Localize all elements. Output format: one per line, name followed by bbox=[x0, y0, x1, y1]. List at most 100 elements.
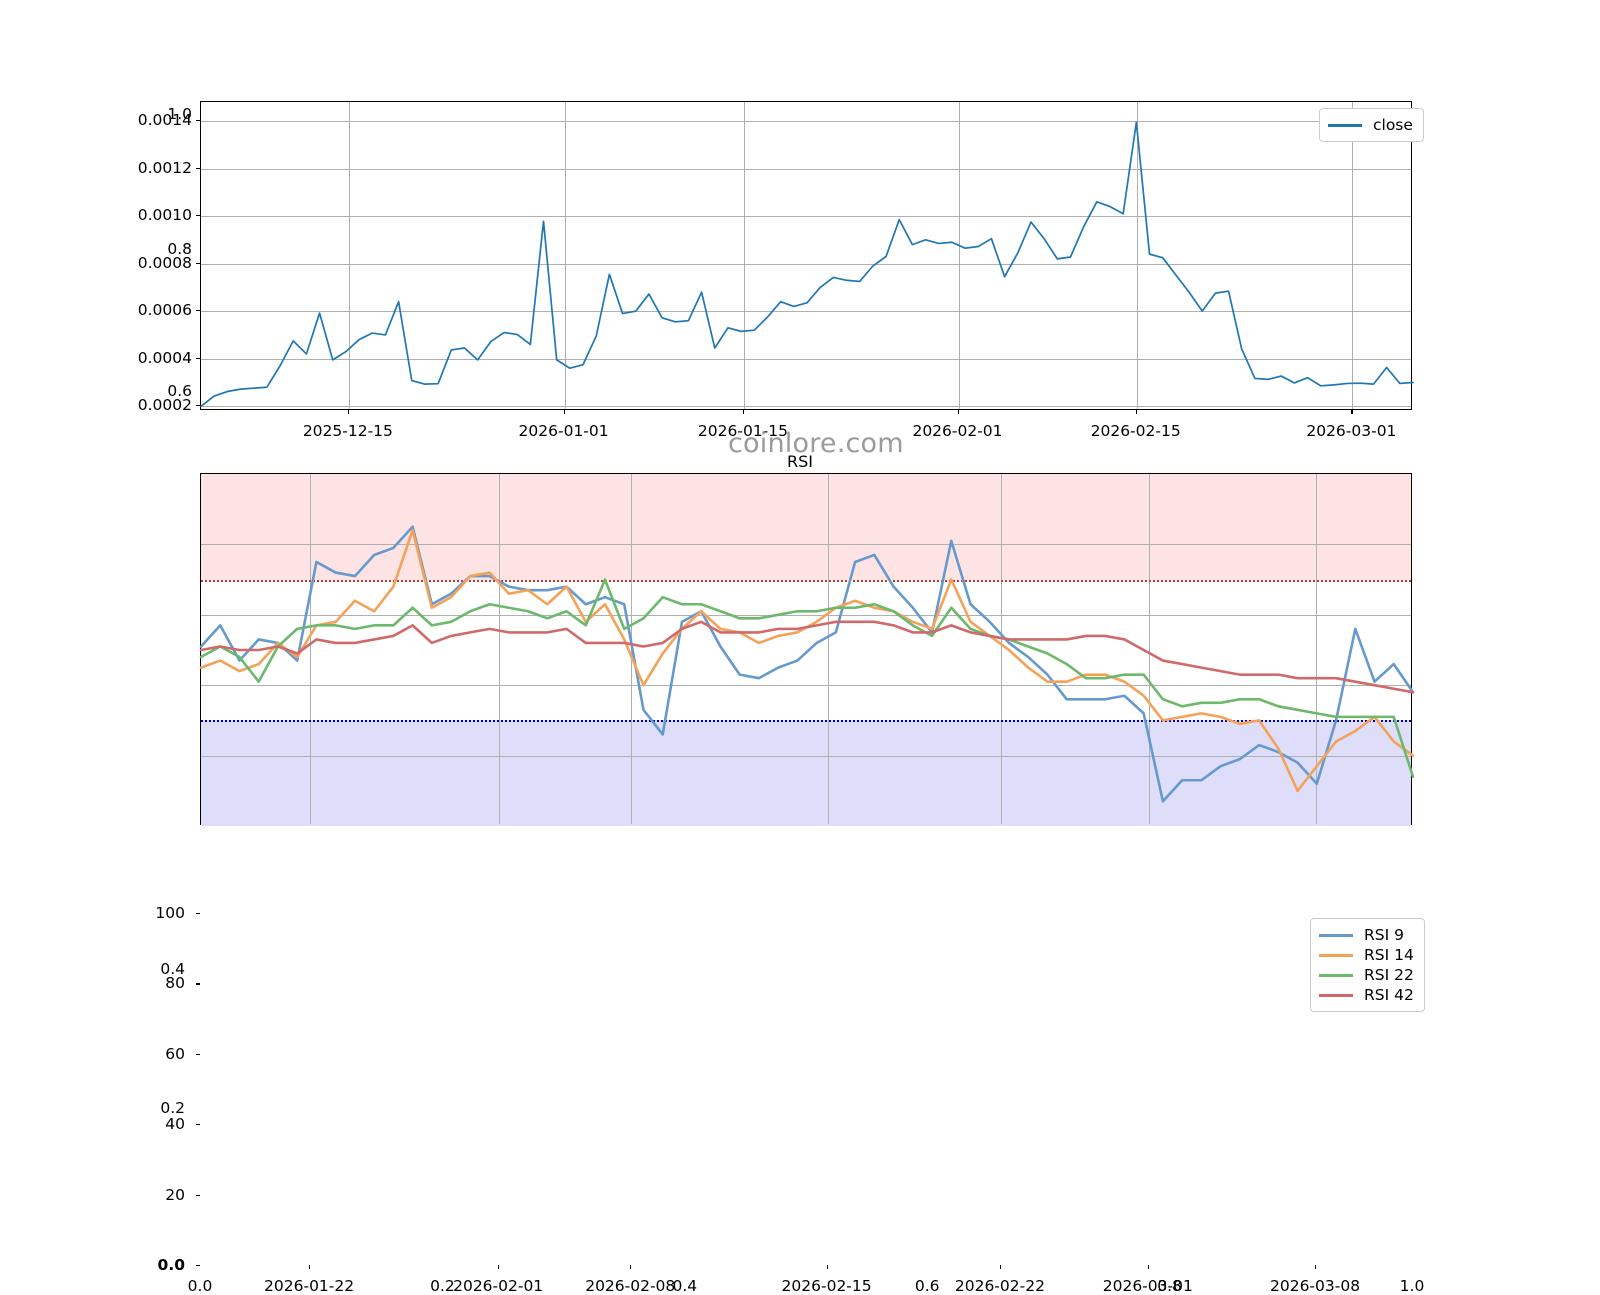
price-x-tick-label: 2026-01-01 bbox=[518, 422, 609, 440]
legend-color-swatch bbox=[1328, 123, 1362, 127]
legend-item[interactable]: RSI 42 bbox=[1319, 985, 1414, 1005]
price-y-tick-mark bbox=[196, 167, 200, 169]
price-y-tick-label: 0.0014 bbox=[137, 111, 192, 129]
rsi-gridline-vertical bbox=[1148, 474, 1150, 824]
rsi-x-tick-numeric-label: 0.4 bbox=[672, 1277, 698, 1295]
price-y-tick-mark bbox=[196, 262, 200, 264]
rsi-x-tick-numeric-label: 1.0 bbox=[1399, 1277, 1425, 1295]
legend-label: RSI 14 bbox=[1364, 946, 1414, 964]
price-x-tick-mark bbox=[1351, 410, 1353, 414]
price-x-tick-label: 2026-02-01 bbox=[912, 422, 1003, 440]
rsi-chart-panel: 100 80 60 40 20 0 0.4 0.2 0.0 2026-01-22 2026-02… bbox=[0, 440, 1600, 1295]
price-gridline-vertical bbox=[1352, 102, 1354, 409]
price-gridline-vertical bbox=[958, 102, 960, 409]
legend-label: close bbox=[1373, 116, 1413, 134]
price-y-tick-label: 0.0012 bbox=[137, 158, 192, 177]
price-x-tick-mark bbox=[563, 410, 565, 414]
price-y-tick-mark bbox=[196, 120, 200, 122]
rsi-y-tick-label: 100 bbox=[155, 904, 185, 922]
rsi-gridline-horizontal bbox=[201, 614, 1411, 616]
legend-item[interactable]: close bbox=[1328, 115, 1413, 135]
legend-color-swatch bbox=[1319, 993, 1353, 997]
price-x-tick-label: 2026-03-01 bbox=[1306, 422, 1397, 440]
rsi-x-tick-date-label: 2026-01-22 bbox=[264, 1277, 355, 1295]
rsi-y-tick-mark bbox=[196, 1053, 200, 1055]
legend-label: RSI 42 bbox=[1364, 986, 1414, 1004]
rsi-gridline-horizontal bbox=[201, 685, 1411, 687]
price-gridline-horizontal bbox=[201, 121, 1411, 122]
rsi-x-tick-mark bbox=[1315, 1265, 1317, 1269]
rsi-x-tick-mark bbox=[999, 1265, 1002, 1269]
legend-color-swatch bbox=[1319, 933, 1353, 937]
rsi-x-tick-numeric-label: 0.8 bbox=[1157, 1277, 1182, 1295]
price-gridline-horizontal bbox=[201, 406, 1411, 408]
rsi-y-tick-label-secondary: 0.0 bbox=[157, 1256, 185, 1274]
rsi-y-tick-label: 60 bbox=[165, 1044, 185, 1063]
rsi-plot-area bbox=[199, 473, 1415, 826]
price-gridline-horizontal bbox=[201, 263, 1411, 265]
price-gridline-vertical bbox=[564, 102, 566, 409]
rsi-line-series bbox=[199, 525, 1415, 803]
price-y-tick-mark bbox=[196, 310, 200, 312]
price-x-tick-mark bbox=[743, 410, 745, 414]
rsi-gridline-vertical bbox=[1316, 474, 1317, 824]
price-y-tick-mark bbox=[196, 405, 200, 407]
rsi-y-tick-mark bbox=[196, 913, 200, 915]
rsi-gridline-vertical bbox=[310, 474, 312, 824]
price-gridline-horizontal bbox=[201, 311, 1411, 313]
rsi-y-tick-label: 40 bbox=[165, 1115, 185, 1134]
legend-item[interactable]: RSI 9 bbox=[1319, 925, 1414, 945]
price-gridline-vertical bbox=[1136, 102, 1138, 409]
rsi-x-tick-numeric-label: 0.2 bbox=[430, 1277, 455, 1295]
legend-label: RSI 9 bbox=[1364, 926, 1404, 944]
price-plot-area bbox=[200, 101, 1414, 410]
rsi-gridline-vertical bbox=[1000, 474, 1002, 824]
price-y-tick-label: 0.0008 bbox=[137, 253, 192, 272]
rsi-x-tick-mark bbox=[309, 1265, 311, 1269]
price-y-tick-label-secondary: 1.0 bbox=[167, 105, 192, 123]
rsi-y-tick-mark bbox=[196, 1124, 200, 1126]
legend-item[interactable]: RSI 14 bbox=[1319, 945, 1414, 965]
rsi-gridline-horizontal bbox=[201, 755, 1411, 757]
price-gridline-vertical bbox=[348, 102, 350, 409]
rsi-x-tick-date-label: 2026-02-15 bbox=[781, 1277, 872, 1295]
price-y-tick-label: 0.0006 bbox=[137, 301, 192, 320]
rsi-x-tick-mark bbox=[630, 1265, 632, 1269]
price-x-tick-mark bbox=[957, 410, 959, 414]
price-y-tick-label-secondary: 0.6 bbox=[167, 382, 192, 400]
legend-label: RSI 22 bbox=[1364, 966, 1414, 984]
overbought-threshold-line bbox=[201, 579, 1411, 582]
rsi-y-tick-label: 20 bbox=[165, 1185, 185, 1204]
price-x-tick-label: 2026-01-15 bbox=[697, 422, 789, 440]
rsi-y-tick-mark bbox=[196, 1265, 200, 1267]
price-chart-panel: 0.0014 0.0012 0.0010 0.0008 0.0006 0.0004 0.00… bbox=[0, 0, 1600, 455]
rsi-y-tick-label-secondary: 0.2 bbox=[160, 1099, 185, 1118]
price-y-tick-label: 0.0004 bbox=[137, 348, 192, 367]
price-gridline-horizontal bbox=[201, 216, 1411, 218]
price-gridline-horizontal bbox=[201, 358, 1411, 360]
price-x-tick-mark bbox=[347, 410, 350, 414]
rsi-x-tick-numeric-label: 0.0 bbox=[187, 1277, 213, 1295]
price-y-tick-label: 0.0002 bbox=[137, 396, 192, 415]
rsi-y-tick-mark bbox=[196, 1194, 200, 1196]
price-y-tick-mark bbox=[196, 357, 200, 359]
rsi-x-tick-mark bbox=[498, 1265, 500, 1269]
rsi-legend[interactable]: RSI 9 RSI 14 RSI 22 RSI 42 bbox=[1310, 918, 1425, 1012]
price-legend[interactable]: close bbox=[1319, 108, 1424, 142]
rsi-y-tick-mark bbox=[196, 983, 200, 985]
rsi-x-tick-mark bbox=[826, 1265, 828, 1269]
price-x-tick-label: 2026-02-15 bbox=[1090, 422, 1181, 440]
rsi-x-tick-numeric-label: 0.6 bbox=[914, 1277, 940, 1295]
price-line-series bbox=[200, 121, 1414, 408]
rsi-gridline-horizontal bbox=[201, 544, 1411, 546]
rsi-gridline-vertical bbox=[827, 474, 829, 824]
rsi-x-tick-mark bbox=[1147, 1265, 1149, 1269]
legend-color-swatch bbox=[1319, 953, 1353, 957]
rsi-title: RSI bbox=[787, 452, 813, 471]
price-y-tick-label-secondary: 0.8 bbox=[167, 239, 192, 258]
watermark: coinlore.com bbox=[728, 428, 904, 459]
legend-item[interactable]: RSI 22 bbox=[1319, 965, 1414, 985]
legend-color-swatch bbox=[1319, 973, 1353, 977]
price-y-tick-label: 0.0010 bbox=[137, 206, 192, 225]
